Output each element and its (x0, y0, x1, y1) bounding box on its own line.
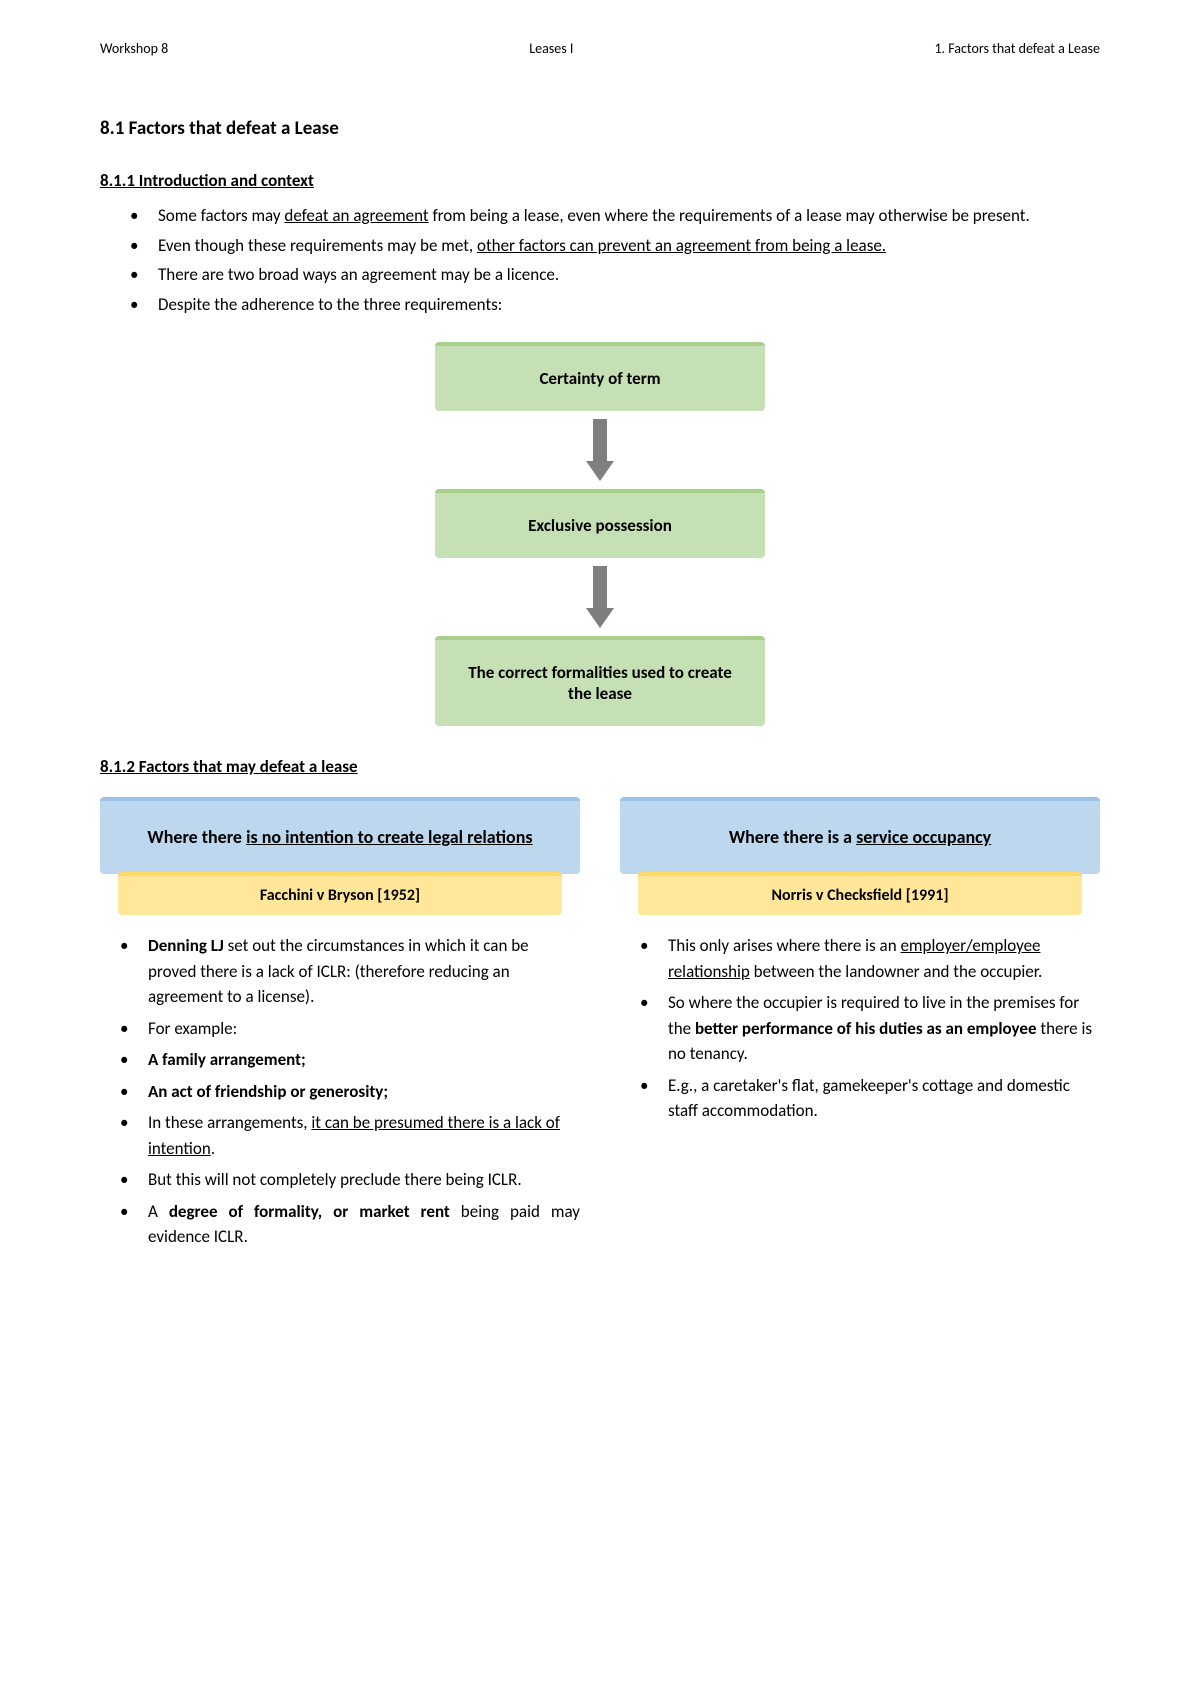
section-2-heading: 8.1.2 Factors that may defeat a lease (100, 756, 1100, 777)
flow-box-1: Certainty of term (435, 342, 765, 411)
header-right: 1. Factors that defeat a Lease (934, 40, 1100, 57)
right-column: Where there is a service occupancy Norri… (620, 797, 1100, 1256)
list-item: E.g., a caretaker's flat, gamekeeper's c… (640, 1073, 1100, 1124)
header-left: Workshop 8 (100, 40, 168, 57)
list-item: This only arises where there is an emplo… (640, 933, 1100, 984)
case-label-right: Norris v Checksfield [1991] (638, 872, 1082, 915)
flow-box-2: Exclusive possession (435, 489, 765, 558)
list-item: A degree of formality, or market rent be… (120, 1199, 580, 1250)
list-item: So where the occupier is required to liv… (640, 990, 1100, 1067)
case-label-left: Facchini v Bryson [1952] (118, 872, 562, 915)
blue-card-left: Where there is no intention to create le… (100, 797, 580, 874)
header-center: Leases I (529, 40, 573, 57)
page-header: Workshop 8 Leases I 1. Factors that defe… (100, 40, 1100, 57)
main-title: 8.1 Factors that defeat a Lease (100, 117, 1100, 140)
intro-bullet: Some factors may defeat an agreement fro… (130, 203, 1100, 229)
two-column-layout: Where there is no intention to create le… (100, 797, 1100, 1256)
section-1-heading: 8.1.1 Introduction and context (100, 170, 1100, 191)
blue-card-right: Where there is a service occupancy (620, 797, 1100, 874)
list-item: But this will not completely preclude th… (120, 1167, 580, 1193)
intro-bullet-list: Some factors may defeat an agreement fro… (100, 203, 1100, 317)
arrow-down-icon (590, 419, 610, 481)
left-column: Where there is no intention to create le… (100, 797, 580, 1256)
intro-bullet: Even though these requirements may be me… (130, 233, 1100, 259)
list-item: A family arrangement; (120, 1047, 580, 1073)
arrow-down-icon (590, 566, 610, 628)
right-bullet-list: This only arises where there is an emplo… (620, 933, 1100, 1124)
flow-box-3: The correct formalities used to create t… (435, 636, 765, 726)
left-bullet-list: Denning LJ set out the circumstances in … (100, 933, 580, 1250)
intro-bullet: Despite the adherence to the three requi… (130, 292, 1100, 318)
list-item: An act of friendship or generosity; (120, 1079, 580, 1105)
list-item: For example: (120, 1016, 580, 1042)
flowchart: Certainty of term Exclusive possession T… (100, 342, 1100, 726)
intro-bullet: There are two broad ways an agreement ma… (130, 262, 1100, 288)
list-item: Denning LJ set out the circumstances in … (120, 933, 580, 1010)
list-item: In these arrangements, it can be presume… (120, 1110, 580, 1161)
